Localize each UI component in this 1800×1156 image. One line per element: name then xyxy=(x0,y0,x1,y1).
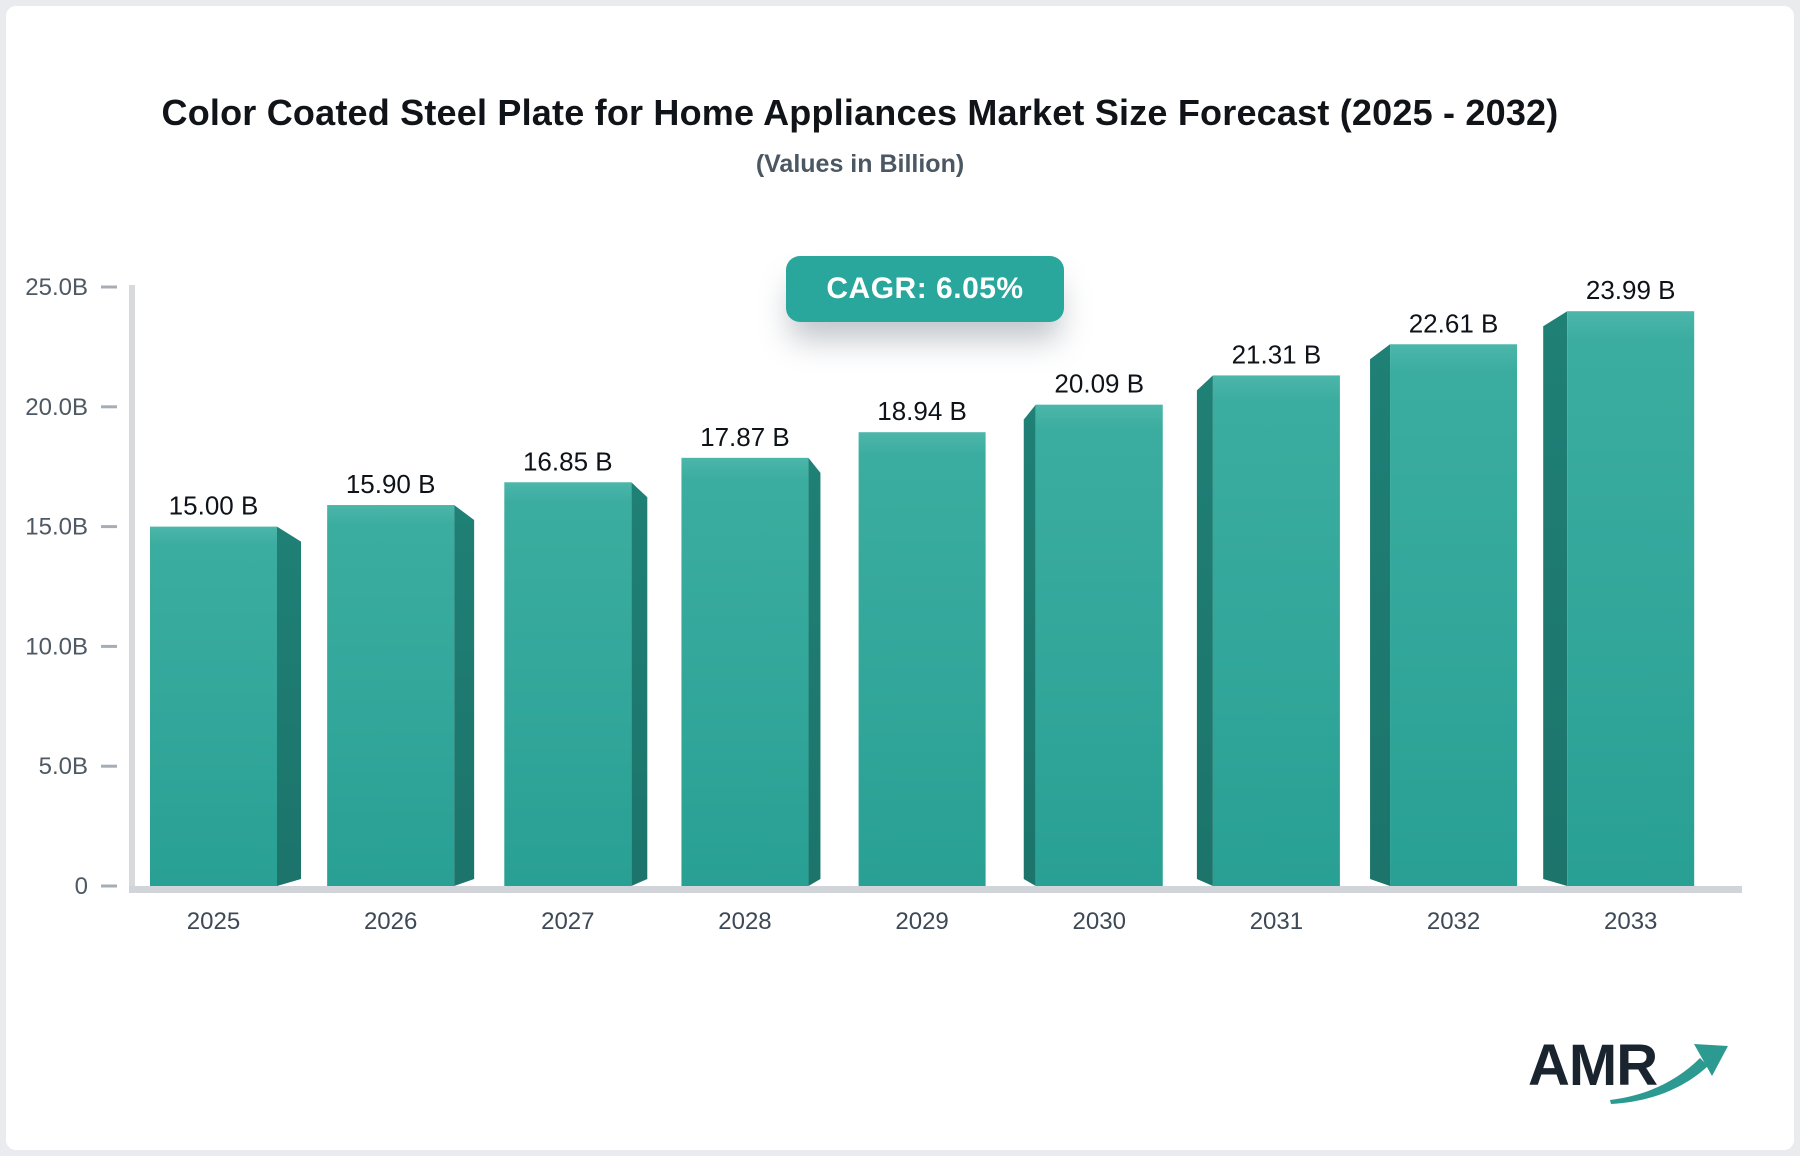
amr-logo-text: AMR xyxy=(1528,1033,1658,1098)
bar-value-label: 22.61 B xyxy=(1409,308,1499,338)
y-axis-line xyxy=(129,285,135,893)
y-tick-mark xyxy=(101,285,117,289)
cagr-badge-label: CAGR: 6.05% xyxy=(826,272,1024,305)
chart-subtitle: (Values in Billion) xyxy=(755,150,965,178)
y-tick-label: 25.0B xyxy=(25,274,88,301)
bar-front-face xyxy=(1567,311,1695,886)
amr-logo: AMR xyxy=(1528,1032,1738,1112)
y-tick-label: 5.0B xyxy=(39,753,88,780)
growth-arrow-icon xyxy=(1610,1044,1728,1104)
y-tick-label: 20.0B xyxy=(25,394,88,421)
bar-value-label: 15.90 B xyxy=(346,469,436,499)
y-tick-mark xyxy=(101,405,117,409)
chart-header: Color Coated Steel Plate for Home Applia… xyxy=(60,0,1660,179)
bar-2028: 17.87 B 2028 xyxy=(681,422,821,935)
x-axis-label: 2031 xyxy=(1250,908,1303,935)
bar-front-face xyxy=(681,457,809,886)
y-tick-label: 10.0B xyxy=(25,633,88,660)
page-title: Color Coated Steel Plate for Home Applia… xyxy=(161,92,1559,133)
bar-front-face xyxy=(150,526,277,886)
x-axis-label: 2033 xyxy=(1604,908,1657,935)
bar-2029: 18.94 B 2029 xyxy=(858,396,986,935)
bar-side-face xyxy=(808,457,821,886)
bar-2027: 16.85 B 2027 xyxy=(504,446,648,935)
bar-side-face xyxy=(277,526,301,886)
y-tick-mark xyxy=(101,525,117,529)
bar-2032: 22.61 B 2032 xyxy=(1370,308,1518,935)
x-axis-label: 2030 xyxy=(1073,908,1126,935)
bar-side-face xyxy=(631,482,648,886)
bar-front-face xyxy=(327,505,455,886)
y-tick-label: 15.0B xyxy=(25,514,88,541)
x-axis-label: 2028 xyxy=(718,908,771,935)
bar-value-label: 18.94 B xyxy=(877,396,967,426)
x-axis-floor xyxy=(129,886,1742,893)
bar-value-label: 16.85 B xyxy=(523,446,613,476)
bar-2031: 21.31 B 2031 xyxy=(1196,339,1340,935)
bar-value-label: 15.00 B xyxy=(169,491,259,521)
y-tick-label: 0 xyxy=(75,873,88,900)
x-axis-label: 2032 xyxy=(1427,908,1480,935)
bar-value-label: 17.87 B xyxy=(700,422,790,452)
x-axis-label: 2027 xyxy=(541,908,594,935)
bar-side-face xyxy=(1196,375,1213,886)
bar-side-face xyxy=(1370,344,1391,886)
bar-side-face xyxy=(1023,404,1036,886)
bar-front-face xyxy=(1390,344,1518,886)
y-tick-mark xyxy=(101,764,117,768)
bar-2025: 15.00 B 2025 xyxy=(150,491,301,935)
bar-front-face xyxy=(1035,404,1163,886)
bar-side-face xyxy=(1543,311,1568,886)
bar-front-face xyxy=(504,482,632,886)
x-axis-label: 2029 xyxy=(895,908,948,935)
y-tick-mark xyxy=(101,884,117,888)
bar-2033: 23.99 B 2033 xyxy=(1543,275,1695,935)
y-tick-mark xyxy=(101,644,117,648)
bar-front-face xyxy=(858,432,986,886)
bar-value-label: 23.99 B xyxy=(1586,275,1676,305)
bar-2030: 20.09 B 2030 xyxy=(1023,369,1163,935)
bar-2026: 15.90 B 2026 xyxy=(327,469,475,935)
bar-front-face xyxy=(1212,375,1340,886)
x-axis-label: 2025 xyxy=(187,908,240,935)
bar-value-label: 21.31 B xyxy=(1232,339,1322,369)
bar-side-face xyxy=(454,505,475,886)
cagr-badge: CAGR: 6.05% xyxy=(786,256,1064,322)
x-axis-label: 2026 xyxy=(364,908,417,935)
bar-value-label: 20.09 B xyxy=(1054,369,1144,399)
